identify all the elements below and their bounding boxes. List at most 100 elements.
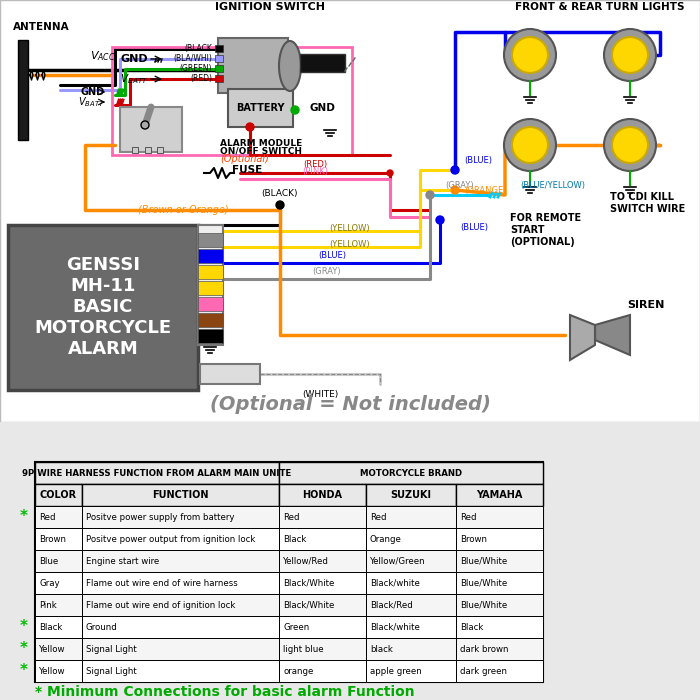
Text: Yellow: Yellow [39,645,66,654]
Circle shape [504,29,556,81]
Bar [279,616,366,638]
Bar [279,594,366,616]
Bar [0,0,700,422]
Bar [215,55,223,62]
Text: dark green: dark green [460,666,507,676]
Text: (BLACK): (BLACK) [262,189,298,198]
Bar [132,147,138,153]
Bar [279,528,366,550]
Circle shape [612,37,648,73]
Text: (RED): (RED) [190,74,212,83]
Text: Brown: Brown [39,535,66,543]
Bar [198,249,223,263]
Text: * Minimum Connections for basic alarm Function: * Minimum Connections for basic alarm Fu… [35,685,414,699]
Bar [145,147,151,153]
Bar [82,550,279,572]
Text: Flame out wire end of wire harness: Flame out wire end of wire harness [86,578,238,587]
Text: SUZUKI: SUZUKI [391,490,431,500]
Bar [35,506,82,528]
Bar [35,638,82,660]
Text: Positve power output from ignition lock: Positve power output from ignition lock [86,535,256,543]
Text: dark brown: dark brown [460,645,508,654]
Bar [366,550,456,572]
Bar [35,572,82,594]
Text: Engine start wire: Engine start wire [86,556,160,566]
Bar [279,462,543,484]
Text: (WHITE): (WHITE) [302,390,338,399]
Text: black: black [370,645,393,654]
Bar [366,572,456,594]
Text: $V_{BATT}$: $V_{BATT}$ [120,72,148,86]
Bar [456,660,543,682]
Bar [157,147,163,153]
Text: *: * [20,641,28,657]
Text: Blue/White: Blue/White [460,556,508,566]
Bar [18,40,28,140]
Bar [456,616,543,638]
Bar [35,528,82,550]
Bar [366,660,456,682]
Text: Black: Black [39,622,62,631]
Text: Green: Green [283,622,309,631]
Text: Black: Black [460,622,484,631]
Bar [366,506,456,528]
Text: YAMAHA: YAMAHA [476,490,523,500]
Polygon shape [595,315,630,355]
Bar [279,572,366,594]
Text: $V_{BATT}$: $V_{BATT}$ [78,95,105,109]
Text: (YELLOW): (YELLOW) [330,223,370,232]
Bar [456,550,543,572]
Text: Blue/White: Blue/White [460,601,508,610]
Text: Pink: Pink [39,601,57,610]
Bar [279,550,366,572]
Bar [456,572,543,594]
Circle shape [426,191,434,199]
Text: (ORANGE): (ORANGE) [464,186,507,195]
Bar [0,422,700,700]
Text: *: * [20,664,28,678]
Text: FOR REMOTE
START
(OPTIONAL): FOR REMOTE START (OPTIONAL) [510,214,581,246]
Circle shape [604,119,656,171]
Text: Yellow/Red: Yellow/Red [283,556,329,566]
Bar [8,225,198,390]
Text: Black/white: Black/white [370,622,420,631]
Text: (RED): (RED) [303,160,327,169]
Text: SIREN: SIREN [627,300,664,310]
Bar [366,638,456,660]
Circle shape [291,106,299,114]
Bar [456,506,543,528]
Bar [198,281,223,295]
Bar [82,572,279,594]
Bar [198,329,223,343]
Text: orange: orange [283,666,314,676]
Text: Signal Light: Signal Light [86,645,136,654]
Bar [198,313,223,327]
Bar [279,638,366,660]
Bar [456,638,543,660]
Bar [35,616,82,638]
Text: ANTENNA: ANTENNA [13,22,69,32]
Text: Gray: Gray [39,578,60,587]
Text: HONDA: HONDA [302,490,342,500]
Bar [215,65,223,72]
Text: (Optional = Not included): (Optional = Not included) [209,395,491,414]
Text: ON/OFF SWITCH: ON/OFF SWITCH [220,146,302,155]
Text: Blue/White: Blue/White [460,578,508,587]
Bar [198,297,223,311]
Bar [279,484,366,506]
Bar [35,660,82,682]
Circle shape [504,119,556,171]
Circle shape [246,123,254,131]
Text: Yellow: Yellow [39,666,66,676]
Text: Red: Red [370,512,386,522]
Bar [218,38,288,93]
Ellipse shape [279,41,301,91]
Text: BATTERY: BATTERY [236,103,284,113]
Bar [35,462,543,682]
Text: Positve power supply from battery: Positve power supply from battery [86,512,234,522]
Circle shape [141,121,149,129]
Bar [198,225,223,345]
Bar [35,550,82,572]
Text: 9P WIRE HARNESS FUNCTION FROM ALARM MAIN UNITE: 9P WIRE HARNESS FUNCTION FROM ALARM MAIN… [22,468,292,477]
Text: Signal Light: Signal Light [86,666,136,676]
